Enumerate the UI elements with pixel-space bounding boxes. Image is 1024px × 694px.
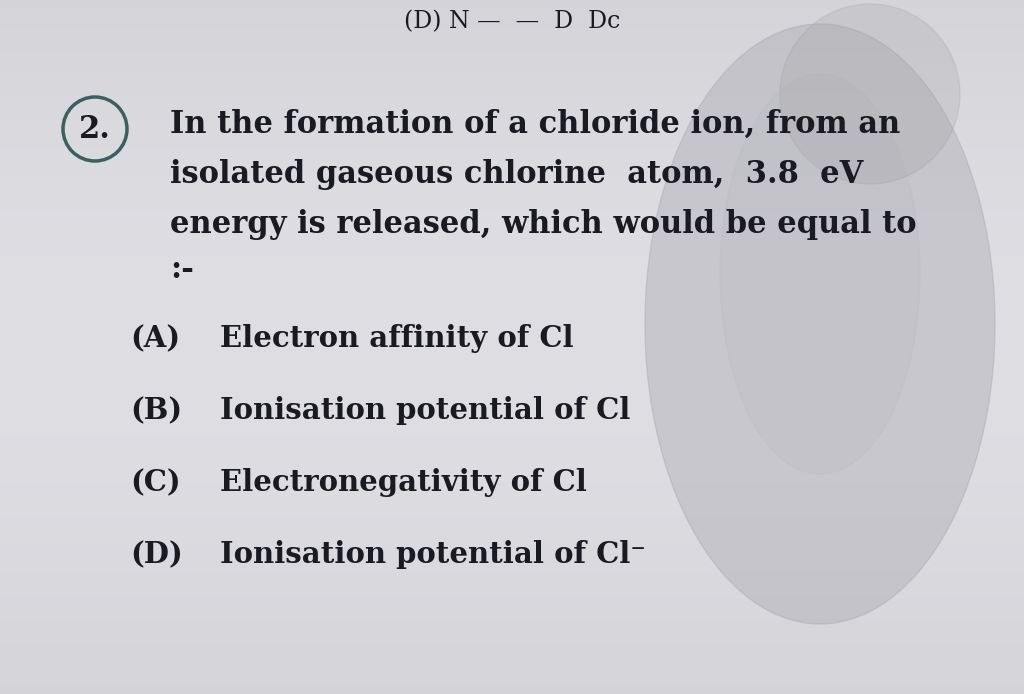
Text: (A): (A) [130, 324, 180, 353]
Text: Ionisation potential of Cl: Ionisation potential of Cl [220, 396, 631, 425]
Text: (D) N —  —  D  Dc: (D) N — — D Dc [403, 10, 621, 33]
Ellipse shape [720, 74, 920, 474]
Text: (D): (D) [130, 540, 182, 569]
Text: 2.: 2. [79, 114, 111, 144]
Ellipse shape [780, 4, 961, 184]
Text: In the formation of a chloride ion, from an: In the formation of a chloride ion, from… [170, 109, 900, 140]
Text: Electronegativity of Cl: Electronegativity of Cl [220, 468, 587, 497]
Text: (C): (C) [130, 468, 180, 497]
Text: energy is released, which would be equal to: energy is released, which would be equal… [170, 209, 916, 240]
Ellipse shape [645, 24, 995, 624]
Text: isolated gaseous chlorine  atom,  3.8  eV: isolated gaseous chlorine atom, 3.8 eV [170, 159, 863, 190]
Text: (B): (B) [130, 396, 182, 425]
Text: :-: :- [170, 254, 194, 285]
Text: Ionisation potential of Cl⁻: Ionisation potential of Cl⁻ [220, 540, 646, 569]
Text: Electron affinity of Cl: Electron affinity of Cl [220, 324, 573, 353]
